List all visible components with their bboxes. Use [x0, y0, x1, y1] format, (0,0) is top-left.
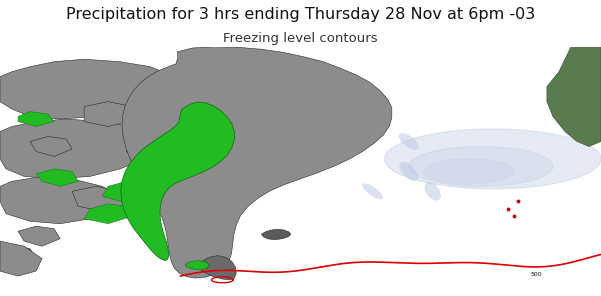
Polygon shape: [121, 102, 234, 260]
Polygon shape: [84, 204, 132, 224]
Polygon shape: [409, 147, 553, 186]
Ellipse shape: [362, 183, 383, 199]
Polygon shape: [18, 112, 54, 126]
Polygon shape: [261, 229, 291, 240]
Polygon shape: [102, 181, 144, 201]
Ellipse shape: [399, 133, 418, 150]
Polygon shape: [0, 119, 156, 179]
Polygon shape: [0, 176, 120, 224]
Polygon shape: [30, 136, 72, 156]
Polygon shape: [547, 47, 601, 147]
Polygon shape: [0, 59, 174, 119]
Ellipse shape: [424, 182, 441, 201]
Polygon shape: [122, 47, 392, 278]
Polygon shape: [36, 169, 78, 186]
Polygon shape: [385, 129, 601, 189]
Polygon shape: [0, 241, 42, 276]
Polygon shape: [424, 159, 514, 184]
Polygon shape: [200, 256, 236, 280]
Polygon shape: [0, 246, 36, 264]
Text: Freezing level contours: Freezing level contours: [223, 32, 378, 45]
Polygon shape: [185, 260, 209, 270]
Ellipse shape: [399, 162, 418, 181]
Text: Precipitation for 3 hrs ending Thursday 28 Nov at 6pm -03: Precipitation for 3 hrs ending Thursday …: [66, 7, 535, 22]
Text: 500: 500: [530, 271, 542, 276]
Polygon shape: [72, 186, 126, 211]
Polygon shape: [84, 102, 138, 126]
Polygon shape: [126, 139, 168, 159]
Polygon shape: [18, 226, 60, 246]
